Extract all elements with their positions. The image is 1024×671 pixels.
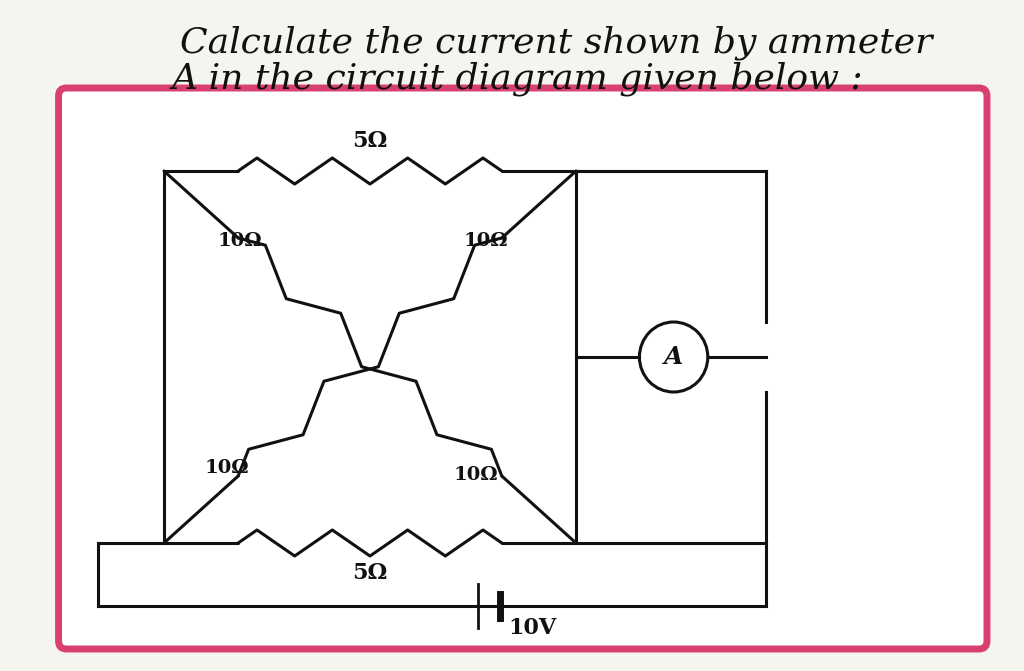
- Text: 10Ω: 10Ω: [464, 232, 508, 250]
- Text: 5Ω: 5Ω: [352, 562, 388, 584]
- Text: 10V: 10V: [508, 617, 556, 639]
- Text: A in the circuit diagram given below :: A in the circuit diagram given below :: [172, 62, 863, 96]
- Text: 10Ω: 10Ω: [218, 232, 262, 250]
- Text: 10Ω: 10Ω: [454, 466, 499, 484]
- FancyBboxPatch shape: [58, 88, 987, 649]
- Text: A: A: [664, 345, 683, 369]
- Text: 10Ω: 10Ω: [205, 459, 250, 477]
- Text: Calculate the current shown by ammeter: Calculate the current shown by ammeter: [180, 25, 933, 60]
- Text: 5Ω: 5Ω: [352, 130, 388, 152]
